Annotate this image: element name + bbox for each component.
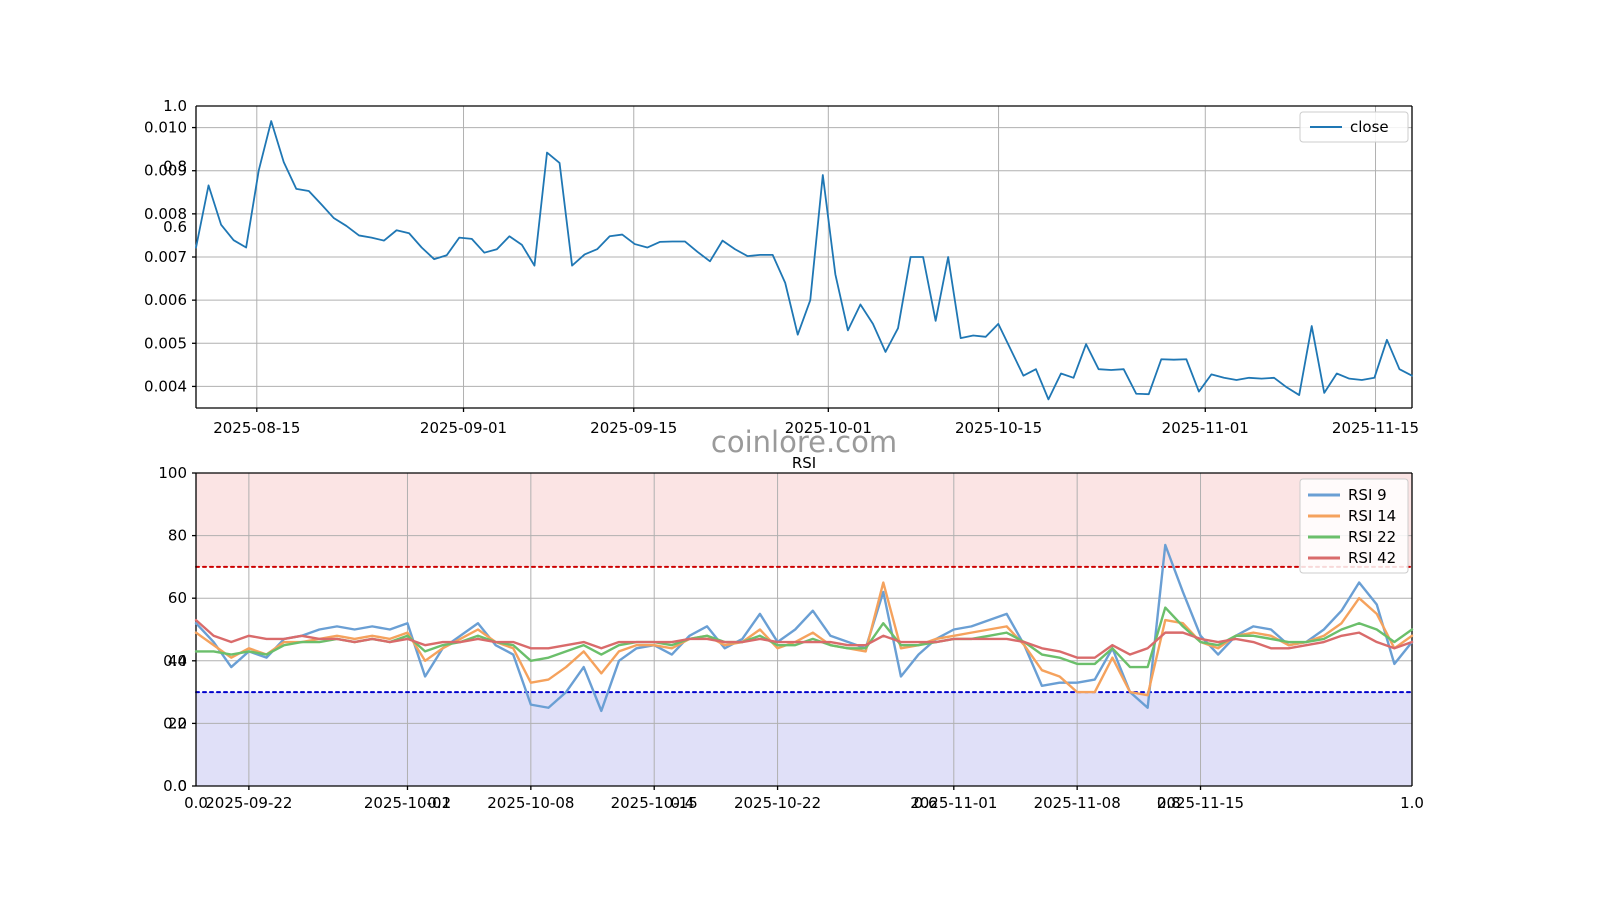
price-y-secondary-tick-label: 0.6 — [163, 218, 187, 236]
price-x-tick-label: 2025-08-15 — [213, 419, 300, 437]
rsi-y-tick-label: 0 — [177, 777, 187, 795]
rsi-x-tick-label: 2025-09-22 — [205, 794, 292, 812]
watermark-text: coinlore.com — [711, 425, 897, 459]
price-y-tick-label: 0.010 — [144, 119, 187, 137]
rsi-x-secondary-tick-label: 1.0 — [1400, 794, 1424, 812]
price-x-tick-label: 2025-10-01 — [785, 419, 872, 437]
rsi-legend-label-0: RSI 9 — [1348, 486, 1387, 504]
price-y-tick-label: 0.007 — [144, 248, 187, 266]
price-legend-label: close — [1350, 118, 1389, 136]
rsi-legend-label-3: RSI 42 — [1348, 549, 1396, 567]
rsi-x-secondary-tick-label: 0.4 — [670, 794, 694, 812]
rsi-y-tick-label: 20 — [168, 714, 187, 732]
price-y-secondary-tick-label: 1.0 — [163, 97, 187, 115]
rsi-x-secondary-tick-label: 0.0 — [184, 794, 208, 812]
price-y-tick-label: 0.004 — [144, 377, 187, 395]
rsi-x-tick-label: 2025-10-15 — [611, 794, 698, 812]
rsi-x-secondary-tick-label: 0.8 — [1157, 794, 1181, 812]
price-x-tick-label: 2025-11-15 — [1332, 419, 1419, 437]
price-legend-box — [1299, 111, 1409, 143]
price-chart-panel: 0.004 0.005 0.006 0.007 0.008 0.009 0.010 2025-… — [144, 97, 1419, 437]
price-y-secondary-tick-label: 0.8 — [163, 157, 187, 175]
rsi-x-tick-label: 2025-10-08 — [487, 794, 574, 812]
rsi-y-tick-label: 80 — [168, 527, 187, 545]
price-x-tick-label: 2025-11-01 — [1162, 419, 1249, 437]
price-y-tick-label: 0.008 — [144, 205, 187, 223]
rsi-overbought-band — [196, 473, 1412, 567]
rsi-series-line-3 — [194, 618, 1414, 659]
rsi-x-tick-label: 2025-11-15 — [1157, 794, 1244, 812]
rsi-chart-panel: 0 20 40 60 80 100 0.0 0.2 0.4 2025-09-22 2025-10-0… — [158, 464, 1424, 812]
rsi-x-secondary-tick-label: 0.6 — [914, 794, 938, 812]
rsi-y-secondary-tick-label: 0.0 — [163, 777, 187, 795]
rsi-y-tick-label: 100 — [158, 464, 187, 482]
rsi-series-line-0 — [194, 543, 1414, 713]
rsi-title: RSI — [792, 454, 816, 472]
rsi-legend-box — [1299, 478, 1409, 574]
rsi-x-secondary-tick-label: 0.2 — [427, 794, 451, 812]
rsi-oversold-band — [196, 692, 1412, 786]
rsi-legend-label-1: RSI 14 — [1348, 507, 1396, 525]
rsi-y-secondary-tick-label: 0.2 — [163, 714, 187, 732]
rsi-y-tick-label: 40 — [168, 652, 187, 670]
rsi-legend: RSI 9 RSI 14 RSI 22 RSI 42 — [1299, 478, 1409, 574]
rsi-x-tick-label: 2025-10-22 — [734, 794, 821, 812]
price-y-tick-label: 0.006 — [144, 291, 187, 309]
rsi-legend-label-2: RSI 22 — [1348, 528, 1396, 546]
rsi-series-line-1 — [194, 581, 1414, 697]
price-x-tick-label: 2025-10-15 — [955, 419, 1042, 437]
price-x-tick-label: 2025-09-01 — [420, 419, 507, 437]
price-y-tick-label: 0.009 — [144, 162, 187, 180]
rsi-x-tick-label: 2025-10-01 — [364, 794, 451, 812]
rsi-x-tick-label: 2025-11-08 — [1034, 794, 1121, 812]
rsi-x-tick-label: 2025-11-01 — [910, 794, 997, 812]
rsi-y-secondary-tick-label: 0.4 — [163, 652, 187, 670]
rsi-y-tick-label: 60 — [168, 589, 187, 607]
price-legend: close — [1299, 111, 1409, 143]
price-close-line — [195, 120, 1413, 401]
price-x-tick-label: 2025-09-15 — [590, 419, 677, 437]
price-y-tick-label: 0.005 — [144, 334, 187, 352]
